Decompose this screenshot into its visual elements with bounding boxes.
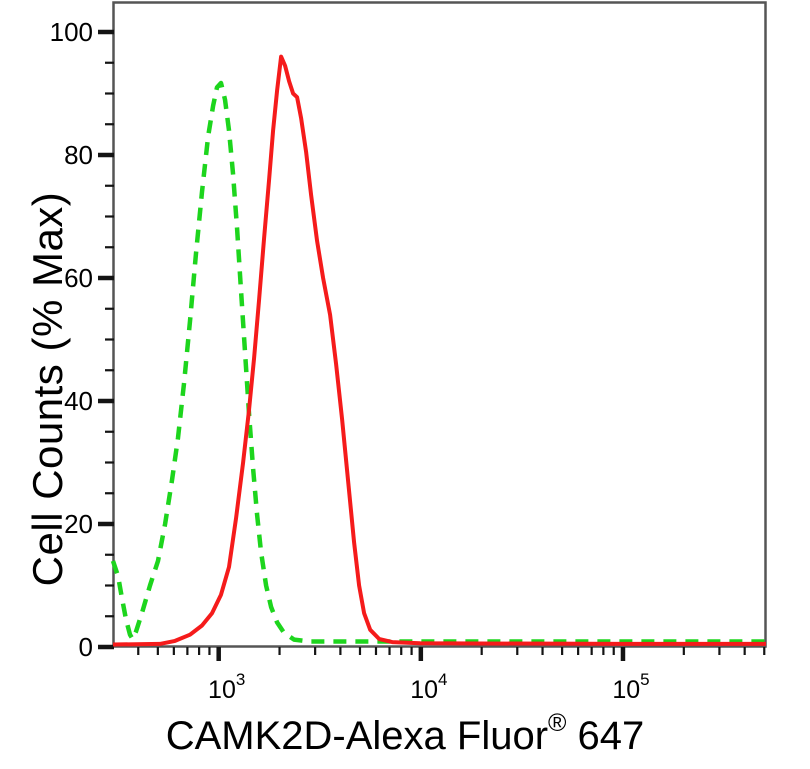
camk2d-solid-red-curve	[112, 54, 766, 647]
x-tick-label: 103	[208, 670, 245, 704]
plot-border	[112, 1, 767, 648]
y-tick-label: 80	[64, 140, 93, 170]
y-tick-label: 20	[64, 509, 93, 539]
y-tick-label: 60	[64, 263, 93, 293]
x-tick-label: 105	[612, 670, 649, 704]
y-axis-ticks: 0 20 40 60 80 100	[50, 17, 114, 662]
y-tick-label: 0	[79, 632, 93, 662]
x-axis-title-end: 647	[566, 714, 645, 758]
x-axis-title: CAMK2D-Alexa Fluor® 647	[0, 711, 810, 759]
control-dashed-green-curve	[110, 80, 766, 644]
x-axis-title-main: CAMK2D-Alexa Fluor	[165, 714, 549, 758]
x-tick-label: 104	[410, 670, 447, 704]
y-axis-title: Cell Counts (% Max)	[24, 191, 71, 587]
x-axis-ticks: 103 104 105	[137, 647, 766, 704]
y-tick-label: 100	[50, 17, 93, 47]
y-tick-label: 40	[64, 386, 93, 416]
registered-trademark-icon: ®	[548, 709, 567, 737]
